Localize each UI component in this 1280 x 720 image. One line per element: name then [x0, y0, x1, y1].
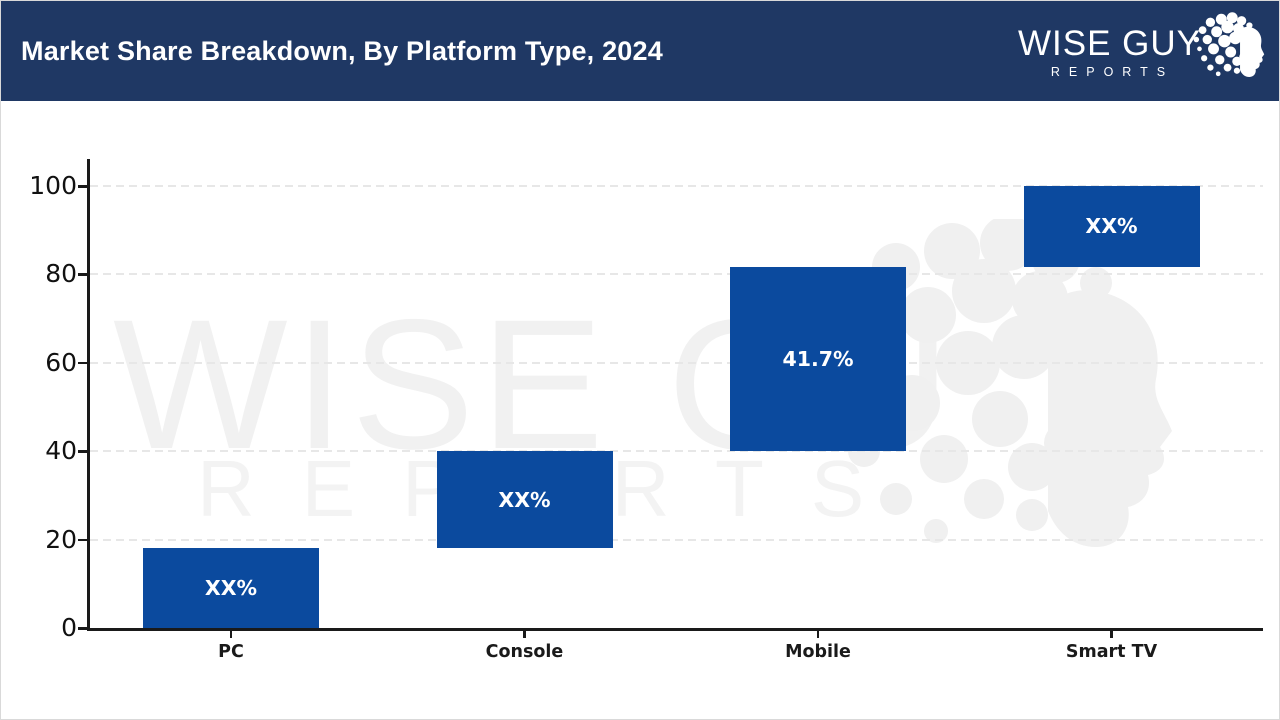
gridline-100	[90, 185, 1263, 187]
brand-name: WISE GUY	[1017, 23, 1201, 63]
bar-console: XX%	[436, 451, 613, 549]
x-tick-mark	[1110, 631, 1113, 638]
bar-value-label: XX%	[204, 576, 258, 601]
x-tick-mark	[523, 631, 526, 638]
y-tick-mark	[78, 273, 87, 276]
x-tick-mark	[229, 631, 233, 638]
gridline-80	[90, 273, 1263, 276]
gridline-60	[90, 361, 1263, 364]
bar-pc: XX%	[143, 548, 319, 628]
y-tick-label: 60	[45, 347, 77, 377]
y-tick-mark	[78, 538, 87, 542]
y-tick-label: 20	[45, 524, 77, 554]
gridline-40	[90, 450, 1263, 453]
chart-title: Market Share Breakdown, By Platform Type…	[21, 35, 663, 66]
bar-chart: 0 20 40 60 80 100 XX% PC XX% Console 41.7% Mobile XX…	[1, 101, 1279, 719]
x-tick-label: Mobile	[785, 642, 851, 662]
bar-value-label: XX%	[1085, 214, 1138, 239]
bar-mobile: 41.7%	[730, 266, 906, 452]
x-tick-label: Console	[485, 642, 564, 662]
chart-body: WISE GU REPORTS 020406080100XX%PCXX%Cons…	[1, 101, 1279, 719]
x-tick-label: Smart TV	[1065, 642, 1158, 662]
y-tick-mark	[78, 361, 87, 365]
header: Market Share Breakdown, By Platform Type…	[1, 1, 1279, 101]
y-tick-mark	[78, 450, 87, 453]
y-tick-label: 0	[61, 613, 77, 642]
x-tick-label: PC	[218, 642, 244, 662]
y-tick-label: 40	[45, 436, 77, 466]
brand-logo: WISE GUY REPORTS	[1018, 10, 1265, 94]
x-axis-line	[87, 628, 1263, 631]
y-tick-mark	[78, 185, 87, 188]
y-tick-mark	[78, 627, 87, 630]
bar-smart-tv: XX%	[1023, 186, 1200, 267]
x-tick-mark	[816, 631, 820, 638]
y-axis-line	[87, 159, 90, 631]
brand-dotted-head-icon	[1193, 12, 1265, 77]
brand-text: WISE GUY REPORTS	[1018, 26, 1201, 79]
gridline-20	[90, 538, 1263, 541]
y-tick-label: 100	[29, 171, 77, 200]
y-tick-label: 80	[45, 259, 77, 289]
bar-value-label: 41.7%	[782, 347, 854, 372]
bar-value-label: XX%	[498, 487, 551, 512]
brand-tagline: REPORTS	[1050, 64, 1175, 79]
